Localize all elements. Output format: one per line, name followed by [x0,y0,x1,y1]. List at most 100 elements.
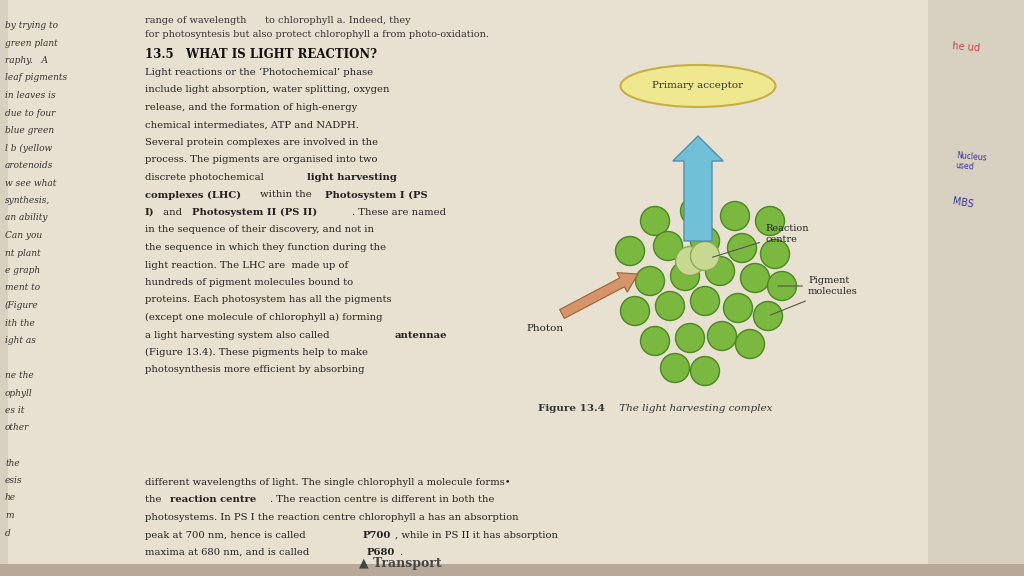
Text: in leaves is: in leaves is [5,91,55,100]
Text: esis: esis [5,476,23,485]
Text: blue green: blue green [5,126,54,135]
Text: by trying to: by trying to [5,21,58,30]
Text: ophyll: ophyll [5,388,33,397]
Circle shape [754,301,782,331]
Text: (Figure: (Figure [5,301,39,310]
Text: arotenoids: arotenoids [5,161,53,170]
Text: Figure 13.4: Figure 13.4 [538,404,605,413]
Circle shape [721,202,750,230]
Text: ▲ Transport: ▲ Transport [358,557,441,570]
Circle shape [735,329,765,358]
Circle shape [727,233,757,263]
Text: proteins. Each photosystem has all the pigments: proteins. Each photosystem has all the p… [145,295,391,305]
Circle shape [660,354,689,382]
Text: Photosystem II (PS II): Photosystem II (PS II) [193,208,317,217]
Text: 13.5   WHAT IS LIGHT REACTION?: 13.5 WHAT IS LIGHT REACTION? [145,48,377,61]
Text: . The reaction centre is different in both the: . The reaction centre is different in bo… [270,495,495,505]
Circle shape [690,226,720,256]
Text: the sequence in which they function during the: the sequence in which they function duri… [145,243,386,252]
Text: complexes (LHC): complexes (LHC) [145,191,241,200]
Text: synthesis,: synthesis, [5,196,50,205]
Circle shape [756,207,784,236]
Text: Several protein complexes are involved in the: Several protein complexes are involved i… [145,138,378,147]
Text: l b (yellow: l b (yellow [5,143,52,153]
Text: MBS: MBS [952,196,975,210]
Circle shape [671,262,699,290]
Text: . These are named: . These are named [352,208,446,217]
Text: an ability: an ability [5,214,47,222]
Circle shape [636,267,665,295]
Text: release, and the formation of high-energy: release, and the formation of high-energ… [145,103,357,112]
Text: Light reactions or the ‘Photochemical’ phase: Light reactions or the ‘Photochemical’ p… [145,68,373,77]
Text: Photon: Photon [526,324,563,333]
Text: other: other [5,423,30,433]
Text: e graph: e graph [5,266,40,275]
Circle shape [640,207,670,236]
Text: in the sequence of their discovery, and not in: in the sequence of their discovery, and … [145,225,374,234]
Text: (except one molecule of chlorophyll a) forming: (except one molecule of chlorophyll a) f… [145,313,383,322]
Text: discrete photochemical: discrete photochemical [145,173,267,182]
Text: range of wavelength      to chlorophyll a. Indeed, they: range of wavelength to chlorophyll a. In… [145,16,411,25]
Circle shape [706,256,734,286]
FancyBboxPatch shape [8,0,928,576]
Text: d: d [5,529,10,537]
Text: ment to: ment to [5,283,40,293]
Text: P680: P680 [367,548,395,557]
Text: Can you: Can you [5,231,42,240]
Circle shape [655,291,684,320]
Text: he ud: he ud [952,41,981,54]
Circle shape [724,294,753,323]
Text: and: and [160,208,185,217]
Text: antennae: antennae [395,331,447,339]
Text: leaf pigments: leaf pigments [5,74,68,82]
Text: green plant: green plant [5,39,57,47]
Circle shape [676,324,705,353]
Text: Reaction
centre: Reaction centre [713,224,809,257]
Circle shape [690,241,720,271]
Text: for photosyntesis but also protect chlorophyll a from photo-oxidation.: for photosyntesis but also protect chlor… [145,30,489,39]
Text: photosynthesis more efficient by absorbing: photosynthesis more efficient by absorbi… [145,366,365,374]
Text: within the: within the [257,191,314,199]
Text: nt plant: nt plant [5,248,41,257]
Text: es it: es it [5,406,25,415]
Text: photosystems. In PS I the reaction centre chlorophyll a has an absorption: photosystems. In PS I the reaction centr… [145,513,518,522]
Text: The light harvesting complex: The light harvesting complex [616,404,772,413]
Text: reaction centre: reaction centre [170,495,256,505]
Circle shape [690,357,720,385]
Circle shape [681,196,710,225]
Text: ith the: ith the [5,319,35,328]
Circle shape [690,286,720,316]
Text: due to four: due to four [5,108,55,118]
Circle shape [676,247,705,275]
Text: I): I) [145,208,155,217]
Text: peak at 700 nm, hence is called: peak at 700 nm, hence is called [145,530,309,540]
Text: Pigment
molecules: Pigment molecules [778,276,858,295]
Text: light reaction. The LHC are  made up of: light reaction. The LHC are made up of [145,260,348,270]
Text: a light harvesting system also called: a light harvesting system also called [145,331,333,339]
Circle shape [621,297,649,325]
Text: ight as: ight as [5,336,36,345]
Ellipse shape [621,65,775,107]
Text: ne the: ne the [5,371,34,380]
Text: P700: P700 [362,530,391,540]
Circle shape [653,232,683,260]
Circle shape [615,237,644,266]
Text: chemical intermediates, ATP and NADPH.: chemical intermediates, ATP and NADPH. [145,120,358,130]
Text: raphy.   A: raphy. A [5,56,48,65]
Bar [0,564,1024,576]
Text: hundreds of pigment molecules bound to: hundreds of pigment molecules bound to [145,278,353,287]
Circle shape [640,327,670,355]
Text: he: he [5,494,16,502]
Text: m: m [5,511,13,520]
Text: w see what: w see what [5,179,56,188]
Text: Nucleus
used: Nucleus used [955,151,987,173]
Circle shape [768,271,797,301]
Text: maxima at 680 nm, and is called: maxima at 680 nm, and is called [145,548,312,557]
Text: the: the [5,458,19,468]
Circle shape [708,321,736,351]
Text: (Figure 13.4). These pigments help to make: (Figure 13.4). These pigments help to ma… [145,348,368,357]
Circle shape [761,240,790,268]
Text: light harvesting: light harvesting [307,173,397,182]
Circle shape [740,263,769,293]
Text: include light absorption, water splitting, oxygen: include light absorption, water splittin… [145,85,389,94]
